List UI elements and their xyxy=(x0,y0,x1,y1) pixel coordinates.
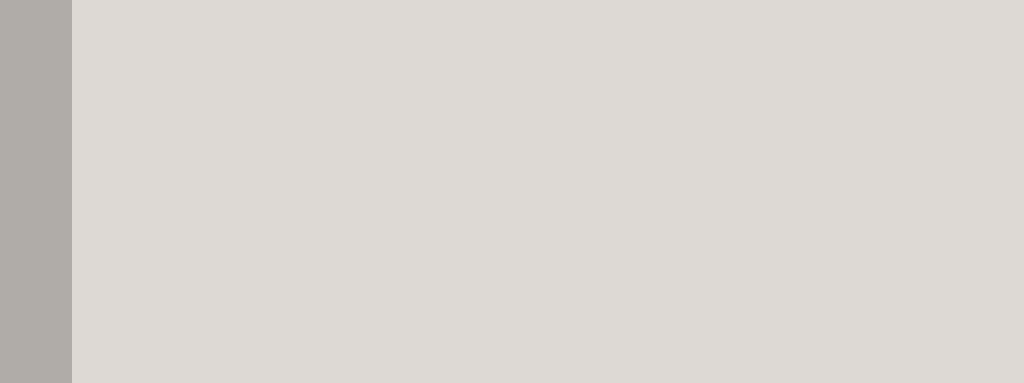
Text: ⇒: ⇒ xyxy=(115,50,128,65)
Text: P: P xyxy=(441,232,452,246)
Text: Fig. 15.116: Fig. 15.116 xyxy=(500,321,581,335)
Text: •: • xyxy=(85,57,92,70)
Text: AD = AE: AD = AE xyxy=(230,25,310,43)
Text: EXAMPLE 32  ·The bisector of ∠B  of an isosceles triangle ABC with AB = AC meets: EXAMPLE 32 ·The bisector of ∠B of an iso… xyxy=(105,55,674,68)
Text: B: B xyxy=(632,219,643,233)
Text: A: A xyxy=(542,91,553,105)
Text: = x°: = x° xyxy=(18,239,45,252)
Text: circumcircle of △ABC  at P as shown in Fig. 15.116. If AP  and BC  produced meet: circumcircle of △ABC at P as shown in Fi… xyxy=(105,75,712,88)
Text: AEC: AEC xyxy=(18,187,44,200)
Text: C and: C and xyxy=(18,103,55,116)
Bar xyxy=(0,0,72,383)
Text: ΔBEC: ΔBEC xyxy=(18,145,53,158)
Text: that CQ = CA.: that CQ = CA. xyxy=(105,94,197,107)
Bar xyxy=(900,0,1024,383)
Text: t of: t of xyxy=(18,299,41,312)
Bar xyxy=(950,0,1024,383)
Text: C: C xyxy=(542,293,553,306)
